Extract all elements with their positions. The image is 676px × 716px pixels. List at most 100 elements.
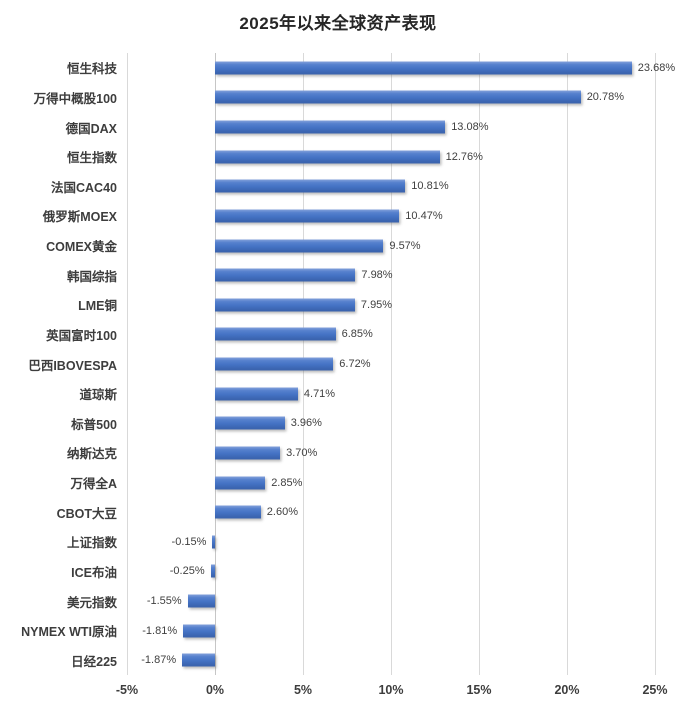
chart-row: 美元指数 -1.55% [0, 586, 655, 616]
bar-zone: -1.81% [127, 616, 655, 646]
chart-row: 德国DAX 13.08% [0, 112, 655, 142]
bar [215, 179, 406, 193]
chart-row: NYMEX WTI原油 -1.81% [0, 616, 655, 646]
bar [215, 209, 400, 223]
bar [215, 476, 266, 490]
chart-row: CBOT大豆 2.60% [0, 497, 655, 527]
bar [215, 387, 298, 401]
value-label: 13.08% [451, 121, 489, 134]
value-label: 2.60% [266, 506, 298, 519]
value-label: -1.81% [142, 624, 178, 637]
value-label: 20.78% [586, 91, 624, 104]
value-label: 3.70% [286, 446, 318, 459]
chart-row: 万得全A 2.85% [0, 468, 655, 498]
chart-row: 恒生指数 12.76% [0, 142, 655, 172]
value-label: -0.15% [171, 535, 207, 548]
chart-row: 纳斯达克 3.70% [0, 438, 655, 468]
value-label: 12.76% [445, 150, 483, 163]
category-label: 万得中概股100 [33, 91, 117, 106]
bar [215, 239, 384, 253]
bar-zone: 9.57% [127, 231, 655, 261]
bar [215, 416, 285, 430]
x-axis-tick-label: 15% [466, 683, 492, 697]
category-label: 美元指数 [66, 595, 117, 610]
bar-zone: 6.72% [127, 349, 655, 379]
value-label: 7.98% [361, 269, 393, 282]
x-axis-tick-label: 5% [293, 683, 313, 697]
chart-row: 巴西IBOVESPA 6.72% [0, 349, 655, 379]
bar-zone: 3.96% [127, 409, 655, 439]
category-label: 法国CAC40 [51, 180, 117, 195]
category-label: 英国富时100 [46, 328, 117, 343]
category-label: 上证指数 [66, 536, 117, 551]
value-label: -1.55% [146, 595, 182, 608]
bar-zone: 10.47% [127, 201, 655, 231]
bar-zone: 20.78% [127, 83, 655, 113]
category-label: 恒生科技 [66, 62, 117, 77]
category-label: 恒生指数 [66, 151, 117, 166]
value-label: 9.57% [389, 239, 421, 252]
bar [183, 624, 215, 638]
x-axis-tick-label: -5% [115, 683, 139, 697]
category-label: 纳斯达克 [66, 447, 117, 462]
bar-zone: 12.76% [127, 142, 655, 172]
bar-zone: 10.81% [127, 172, 655, 202]
chart-row: 标普500 3.96% [0, 409, 655, 439]
x-axis-tick-label: 20% [554, 683, 580, 697]
bar-zone: 13.08% [127, 112, 655, 142]
x-axis-tick-label: 25% [642, 683, 668, 697]
bar-zone: 7.95% [127, 290, 655, 320]
chart-row: 上证指数 -0.15% [0, 527, 655, 557]
x-axis-tick-label: 10% [378, 683, 404, 697]
value-label: 4.71% [303, 387, 336, 400]
chart-row: 俄罗斯MOEX 10.47% [0, 201, 655, 231]
bar [215, 120, 446, 134]
value-label: 2.85% [271, 476, 303, 489]
value-label: 7.95% [360, 298, 393, 311]
bar [212, 535, 215, 549]
bar-zone: -1.87% [127, 646, 655, 676]
value-label: 6.72% [339, 358, 371, 371]
x-axis: -5% 0% 5% 10% 15% 20% 25% [116, 683, 668, 703]
bar [215, 446, 281, 460]
category-label: 日经225 [71, 654, 117, 669]
gridline [655, 53, 656, 675]
chart-row: 万得中概股100 20.78% [0, 83, 655, 113]
bar-zone: 6.85% [127, 320, 655, 350]
category-label: 道琼斯 [79, 388, 117, 403]
bar [187, 594, 215, 608]
bar-zone: -1.55% [127, 586, 655, 616]
chart-row: 英国富时100 6.85% [0, 320, 655, 350]
bar [215, 327, 336, 341]
value-label: 10.47% [405, 209, 443, 222]
chart-row: 韩国综指 7.98% [0, 260, 655, 290]
chart-title: 2025年以来全球资产表现 [239, 14, 437, 33]
bar [215, 268, 356, 282]
value-label: 10.81% [411, 180, 449, 193]
category-label: COMEX黄金 [46, 240, 117, 255]
bar [215, 61, 632, 75]
value-label: 3.96% [290, 417, 322, 430]
category-label: LME铜 [78, 299, 117, 314]
gridline [391, 53, 392, 675]
category-label: 德国DAX [65, 121, 117, 136]
bar-rows: 恒生科技 23.68% 万得中概股100 20.78% 德国DAX 13.08% 恒生指数 1… [0, 53, 675, 676]
chart-row: LME铜 7.95% [0, 290, 655, 320]
value-label: -0.25% [169, 565, 205, 578]
category-label: ICE布油 [71, 565, 117, 580]
chart-row: 恒生科技 23.68% [0, 53, 675, 83]
bar [215, 357, 334, 371]
category-label: 标普500 [71, 417, 117, 432]
bar [215, 150, 440, 164]
bar [215, 90, 581, 104]
category-label: NYMEX WTI原油 [21, 625, 117, 640]
gridline [567, 53, 568, 675]
bar-zone: 3.70% [127, 438, 655, 468]
bar-zone: -0.25% [127, 557, 655, 587]
chart-row: 道琼斯 4.71% [0, 379, 655, 409]
bar-zone: 23.68% [127, 53, 675, 83]
bar [215, 505, 261, 519]
bar-zone: 4.71% [127, 379, 655, 409]
value-label: 23.68% [637, 61, 676, 74]
